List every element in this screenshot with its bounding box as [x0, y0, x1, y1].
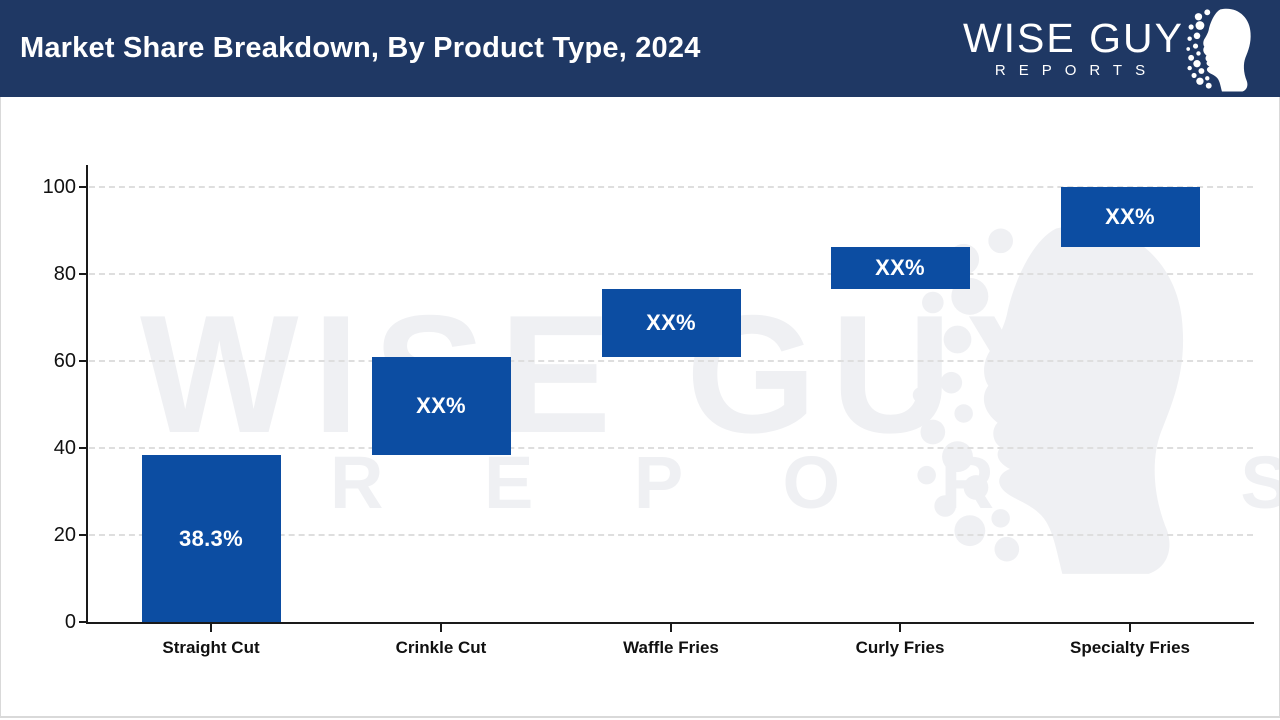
bar-segment: XX% — [601, 288, 741, 357]
y-tick-label: 40 — [53, 437, 76, 459]
y-tick-mark — [79, 273, 86, 275]
y-tick-mark — [79, 447, 86, 449]
y-gridline — [89, 534, 1253, 536]
bar-value-label: XX% — [416, 393, 466, 418]
bar-segment: XX% — [830, 247, 970, 289]
logo-head-icon — [1182, 5, 1256, 93]
x-tick-mark — [670, 624, 672, 632]
y-gridline — [89, 186, 1253, 188]
y-tick-mark — [79, 621, 86, 623]
x-category-label: Waffle Fries — [623, 638, 719, 657]
y-gridline — [89, 360, 1253, 362]
y-tick-label: 0 — [64, 611, 76, 633]
x-category-label: Curly Fries — [855, 638, 945, 657]
y-tick-mark — [79, 186, 86, 188]
bar-value-label: 38.3% — [179, 525, 243, 551]
y-tick-mark — [79, 534, 86, 536]
x-axis-line — [86, 622, 1254, 624]
bar-segment: XX% — [371, 356, 511, 456]
bar-segment: 38.3% — [141, 455, 281, 622]
y-tick-label: 100 — [42, 176, 76, 198]
y-gridline — [89, 273, 1253, 275]
x-tick-mark — [1129, 624, 1131, 632]
x-category-label: Straight Cut — [162, 638, 260, 657]
y-gridline — [89, 447, 1253, 449]
y-tick-label: 60 — [53, 350, 76, 372]
header-bar: Market Share Breakdown, By Product Type,… — [0, 0, 1280, 97]
page-title: Market Share Breakdown, By Product Type,… — [20, 32, 701, 64]
bar-segment: XX% — [1060, 187, 1200, 248]
page-border-bottom — [0, 716, 1280, 718]
x-category-label: Specialty Fries — [1069, 638, 1190, 657]
wiseguy-logo: WISE GUY REPORTS — [963, 5, 1256, 93]
x-tick-mark — [899, 624, 901, 632]
x-tick-mark — [210, 624, 212, 632]
logo-wiseguy-text: WISE GUY — [962, 15, 1184, 61]
logo-reports-text: REPORTS — [994, 62, 1159, 79]
logo-text: WISE GUY REPORTS — [962, 15, 1184, 80]
bar-value-label: XX% — [1105, 204, 1155, 230]
y-tick-label: 20 — [53, 524, 76, 546]
x-category-label: Crinkle Cut — [395, 638, 487, 657]
y-tick-label: 80 — [53, 263, 76, 285]
y-tick-mark — [79, 360, 86, 362]
page-border-left — [0, 97, 1, 717]
bar-value-label: XX% — [875, 255, 925, 281]
bar-value-label: XX% — [646, 309, 696, 335]
x-tick-mark — [440, 624, 442, 632]
y-axis-line — [86, 165, 88, 624]
